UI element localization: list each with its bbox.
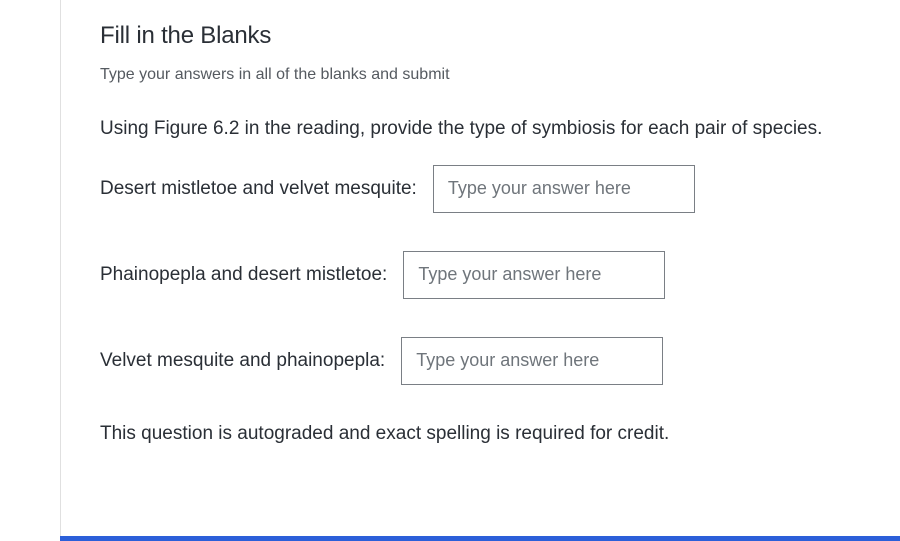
page-title: Fill in the Blanks [100, 22, 880, 50]
question-container: Fill in the Blanks Type your answers in … [0, 0, 900, 465]
question-prompt: Using Figure 6.2 in the reading, provide… [100, 116, 880, 143]
blank-label: Phainopepla and desert mistletoe: [100, 264, 387, 286]
accent-bar [60, 536, 900, 541]
left-divider [60, 0, 61, 541]
blank-label: Velvet mesquite and phainopepla: [100, 350, 385, 372]
answer-input-2[interactable] [403, 251, 665, 299]
instruction-text: Type your answers in all of the blanks a… [100, 66, 880, 84]
blank-row: Phainopepla and desert mistletoe: [100, 251, 880, 299]
answer-input-1[interactable] [433, 165, 695, 213]
blank-label: Desert mistletoe and velvet mesquite: [100, 178, 417, 200]
blank-row: Velvet mesquite and phainopepla: [100, 337, 880, 385]
blank-row: Desert mistletoe and velvet mesquite: [100, 165, 880, 213]
footer-note: This question is autograded and exact sp… [100, 423, 880, 445]
answer-input-3[interactable] [401, 337, 663, 385]
